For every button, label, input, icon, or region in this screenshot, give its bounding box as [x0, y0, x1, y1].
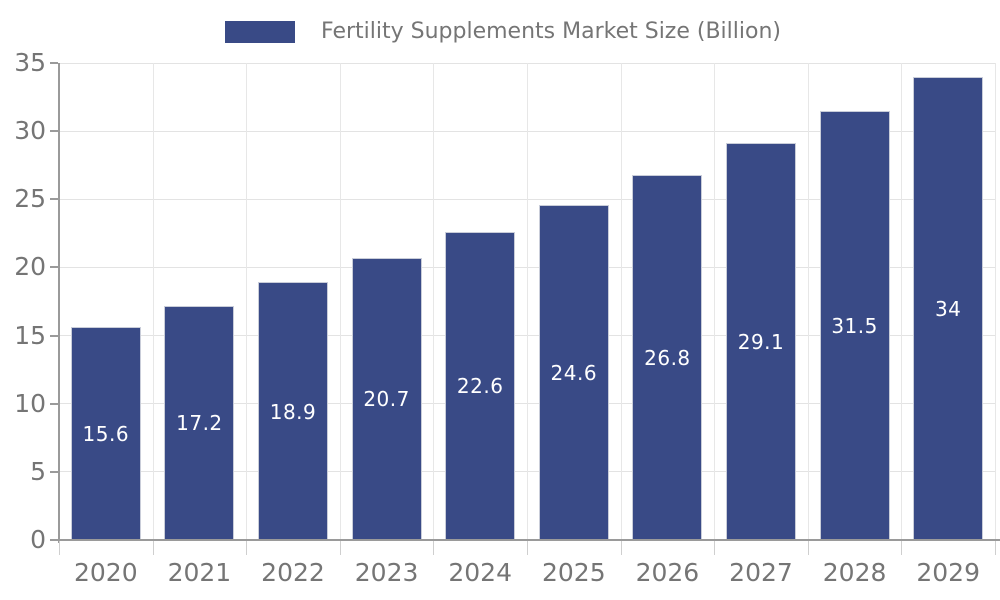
x-axis-tick: [152, 541, 154, 555]
x-axis-label: 2024: [448, 558, 512, 587]
bar-value-label: 26.8: [644, 345, 691, 370]
gridline-vertical: [995, 63, 996, 540]
gridline-vertical: [620, 63, 622, 540]
bar[interactable]: 20.7: [351, 257, 422, 540]
x-axis-tick: [433, 541, 435, 555]
bar[interactable]: 31.5: [819, 110, 890, 540]
bar-value-label: 20.7: [363, 387, 410, 412]
bar[interactable]: 22.6: [445, 231, 516, 540]
x-axis-label: 2029: [916, 558, 980, 587]
y-axis-label: 15: [14, 320, 46, 350]
gridline-vertical: [527, 63, 528, 540]
y-axis-label: 5: [30, 456, 46, 486]
y-axis-tick: [50, 334, 58, 337]
y-axis-tick: [50, 402, 58, 405]
y-axis-label: 25: [14, 184, 46, 214]
x-axis-label: 2026: [635, 558, 700, 587]
x-axis-tick: [246, 541, 248, 555]
bar-value-label: 18.9: [269, 399, 317, 424]
gridline-vertical: [152, 63, 154, 540]
x-axis-label: 2027: [729, 558, 793, 587]
bar-value-label: 17.2: [176, 411, 223, 436]
x-axis-label: 2023: [354, 558, 419, 587]
bar-value-label: 31.5: [831, 313, 878, 338]
legend-item[interactable]: Fertility Supplements Market Size (Billi…: [225, 19, 781, 44]
bar[interactable]: 17.2: [164, 305, 235, 540]
x-axis-label: 2022: [261, 558, 325, 587]
legend-label: Fertility Supplements Market Size (Billi…: [321, 19, 781, 44]
x-axis-label: 2025: [541, 558, 606, 587]
x-axis-tick: [339, 541, 341, 555]
gridline-vertical: [339, 63, 341, 540]
y-axis-tick: [50, 130, 58, 133]
bar[interactable]: 26.8: [632, 174, 703, 540]
x-axis-label: 2020: [73, 558, 138, 587]
y-axis-tick: [50, 470, 58, 473]
bar[interactable]: 34: [913, 76, 984, 540]
bar-value-label: 34: [934, 296, 962, 321]
x-axis-tick: [59, 541, 60, 555]
gridline-vertical: [714, 63, 716, 540]
x-axis-label: 2021: [167, 558, 232, 587]
gridline-vertical: [433, 63, 435, 540]
y-axis-tick: [50, 266, 58, 269]
x-axis-tick: [807, 541, 809, 555]
bar[interactable]: 24.6: [538, 204, 609, 540]
x-axis-tick: [714, 541, 716, 555]
gridline-vertical: [807, 63, 809, 540]
x-axis-label: 2028: [822, 558, 887, 587]
y-axis-label: 0: [30, 525, 46, 554]
y-axis-tick: [50, 539, 58, 541]
bar[interactable]: 18.9: [258, 282, 328, 540]
gridline-vertical: [901, 63, 903, 540]
y-axis-label: 35: [14, 48, 46, 77]
legend-swatch: [225, 20, 295, 43]
y-axis-label: 20: [14, 252, 46, 282]
gridline-vertical: [246, 63, 248, 540]
y-axis-label: 10: [14, 388, 46, 418]
bar-value-label: 24.6: [550, 360, 598, 385]
x-axis-tick: [901, 541, 903, 555]
x-axis-tick: [995, 541, 996, 555]
bar[interactable]: 29.1: [726, 143, 796, 540]
bar-value-label: 29.1: [737, 330, 785, 355]
x-axis-tick: [620, 541, 622, 555]
x-axis-tick: [527, 541, 528, 555]
y-axis-line: [58, 63, 60, 543]
y-axis-tick: [50, 198, 58, 201]
x-axis-line: [51, 539, 1000, 541]
y-axis-tick: [50, 62, 58, 64]
bar-value-label: 15.6: [82, 422, 130, 447]
bar-value-label: 22.6: [456, 374, 504, 399]
y-axis-label: 30: [14, 116, 46, 146]
bar[interactable]: 15.6: [70, 327, 141, 540]
